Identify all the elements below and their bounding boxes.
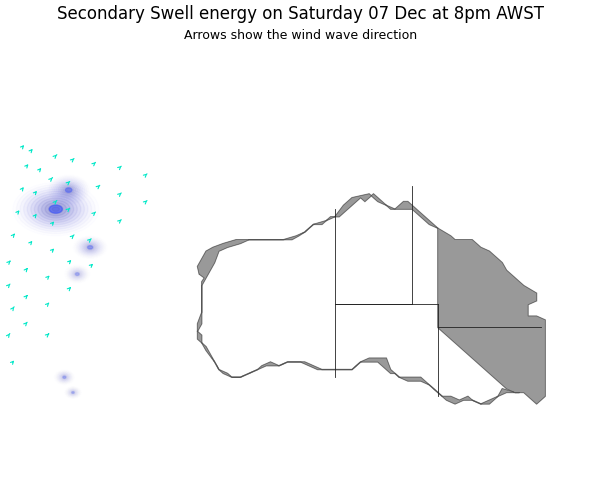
Ellipse shape [65, 187, 72, 193]
Ellipse shape [63, 376, 66, 378]
Ellipse shape [41, 200, 70, 218]
Polygon shape [198, 194, 545, 404]
Ellipse shape [38, 198, 74, 220]
Ellipse shape [49, 205, 63, 213]
Ellipse shape [72, 391, 75, 393]
Ellipse shape [67, 189, 70, 191]
Ellipse shape [88, 245, 93, 249]
Ellipse shape [75, 273, 79, 275]
Ellipse shape [52, 207, 59, 211]
Ellipse shape [49, 204, 63, 214]
Ellipse shape [45, 203, 67, 216]
Ellipse shape [66, 188, 72, 192]
Text: Arrows show the wind wave direction: Arrows show the wind wave direction [184, 28, 417, 41]
Text: Secondary Swell energy on Saturday 07 Dec at 8pm AWST: Secondary Swell energy on Saturday 07 De… [57, 5, 544, 23]
